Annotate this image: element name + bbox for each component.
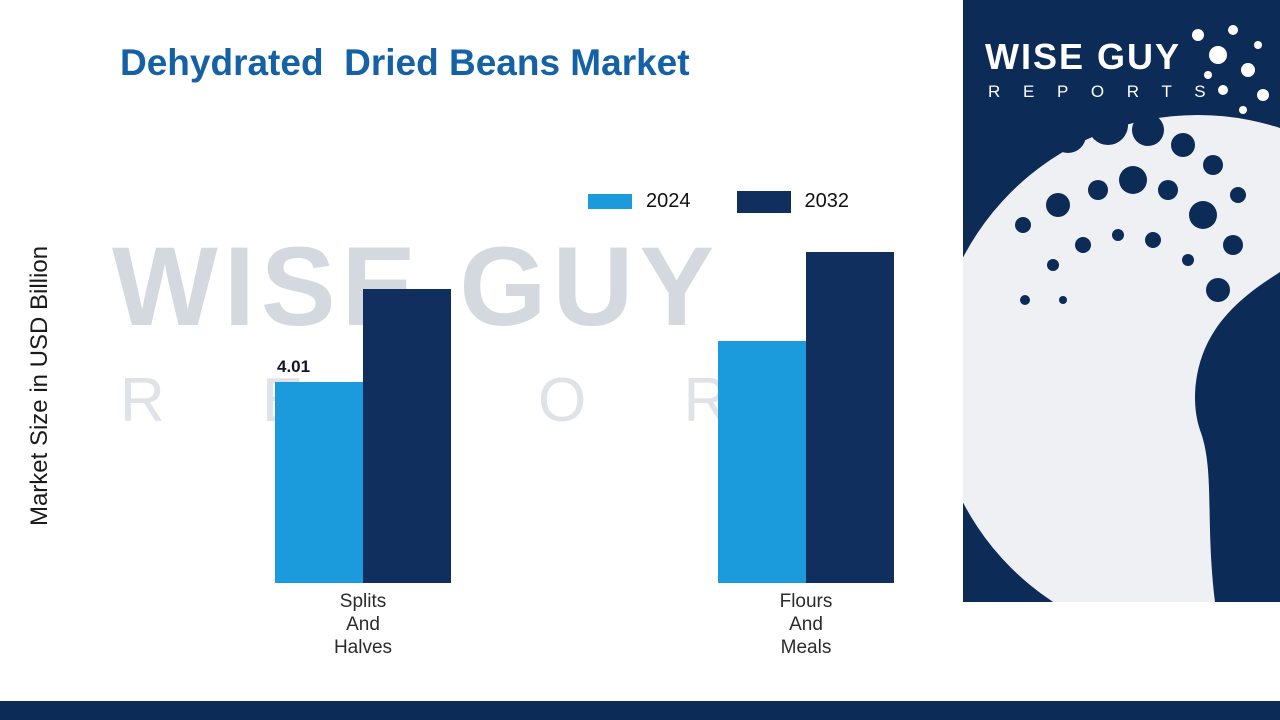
bar-2024-splits-and-halves bbox=[275, 382, 363, 583]
bar-pair: 4.01 bbox=[275, 289, 451, 583]
bar-2032-splits-and-halves bbox=[363, 289, 451, 583]
bar-group-splits-and-halves: 4.01 Splits And Halves bbox=[275, 289, 451, 658]
dotted-head-decoration bbox=[993, 25, 1280, 602]
decorative-panel bbox=[963, 0, 1280, 602]
bar-value-label bbox=[718, 335, 806, 336]
y-axis-label: Market Size in USD Billion bbox=[26, 245, 53, 527]
bar-2024-flours-and-meals bbox=[718, 341, 806, 583]
legend-swatch-2024 bbox=[588, 194, 632, 209]
page-title: Dehydrated Dried Beans Market bbox=[120, 42, 690, 83]
category-label-splits-and-halves: Splits And Halves bbox=[333, 591, 393, 658]
bar-2032-flours-and-meals bbox=[806, 252, 894, 583]
bar-pair bbox=[718, 252, 894, 583]
bottom-bar bbox=[0, 701, 1280, 720]
legend-item-2032: 2032 bbox=[736, 190, 850, 213]
bar-wrap-2024: 4.01 bbox=[275, 357, 363, 583]
legend-label-2032: 2032 bbox=[804, 190, 850, 212]
brand-logo: WISE GUY R E P O R T S bbox=[985, 36, 1215, 102]
brand-subtitle: R E P O R T S bbox=[988, 82, 1215, 101]
bar-chart: 4.01 Splits And Halves Flours And Meals bbox=[275, 252, 894, 658]
legend-label-2024: 2024 bbox=[646, 190, 691, 212]
bar-wrap-2024 bbox=[718, 335, 806, 583]
legend-swatch-2032 bbox=[736, 190, 791, 213]
brand-name: WISE GUY bbox=[985, 36, 1182, 77]
bar-group-flours-and-meals: Flours And Meals bbox=[718, 252, 894, 658]
bar-value-label: 4.01 bbox=[277, 357, 311, 376]
legend-item-2024: 2024 bbox=[588, 190, 691, 213]
legend: 2024 2032 bbox=[588, 190, 849, 213]
category-label-flours-and-meals: Flours And Meals bbox=[779, 591, 833, 658]
